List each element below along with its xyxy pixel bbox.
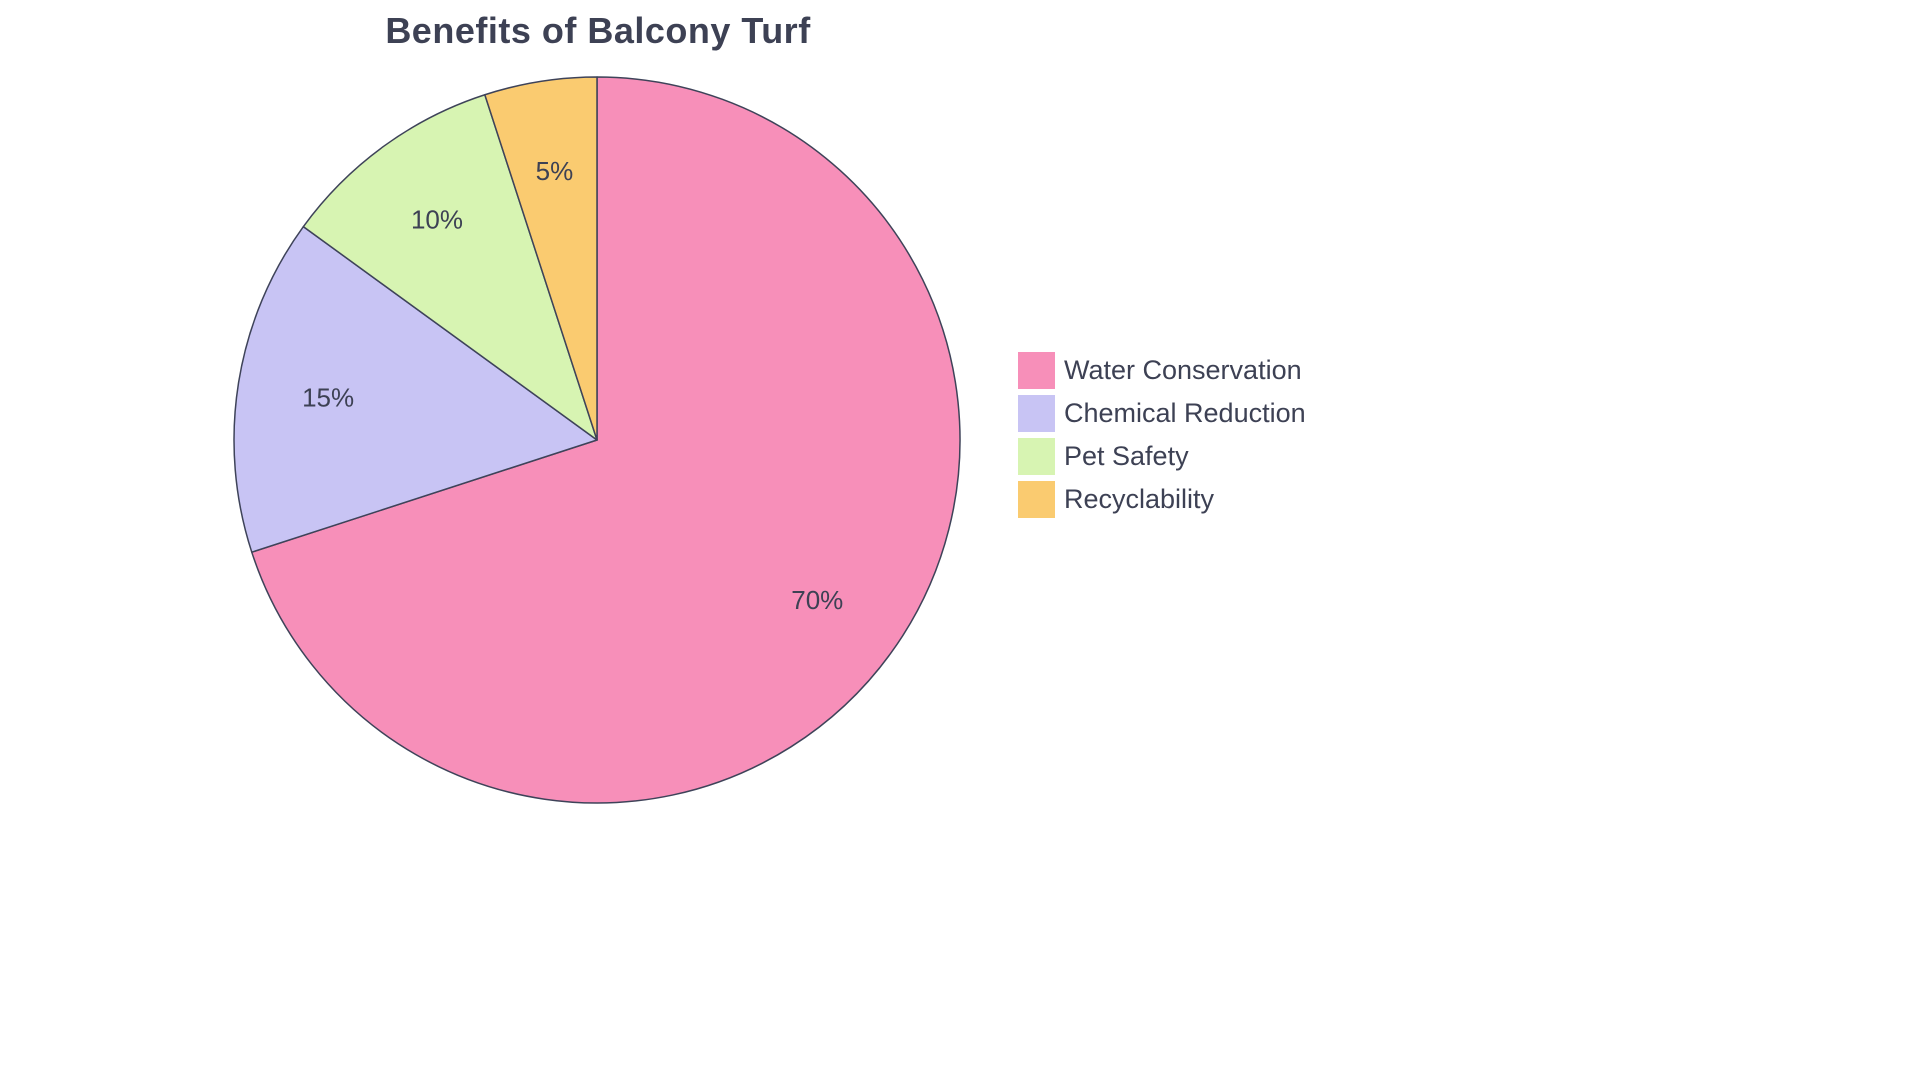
legend-swatch-recyclability xyxy=(1018,481,1055,518)
legend-label-recyclability: Recyclability xyxy=(1064,484,1215,514)
legend-label-water-conservation: Water Conservation xyxy=(1064,355,1302,385)
legend-item-chemical-reduction: Chemical Reduction xyxy=(1018,395,1306,432)
pie-slice-recyclability xyxy=(484,76,598,441)
pie-slice-water-conservation xyxy=(251,76,961,804)
legend-item-water-conservation: Water Conservation xyxy=(1018,352,1306,389)
legend-label-chemical-reduction: Chemical Reduction xyxy=(1064,398,1306,428)
pie-slice-label-chemical-reduction: 15% xyxy=(302,382,354,412)
pie-slice-chemical-reduction xyxy=(233,225,598,553)
pie-slice-pet-safety xyxy=(302,94,598,441)
legend-swatch-water-conservation xyxy=(1018,352,1055,389)
pie-slice-label-recyclability: 5% xyxy=(536,156,574,186)
legend-swatch-chemical-reduction xyxy=(1018,395,1055,432)
legend-item-pet-safety: Pet Safety xyxy=(1018,438,1306,475)
legend-label-pet-safety: Pet Safety xyxy=(1064,441,1189,471)
pie-slice-label-water-conservation: 70% xyxy=(791,585,843,615)
chart-legend: Water Conservation Chemical Reduction Pet … xyxy=(1018,352,1306,524)
legend-item-recyclability: Recyclability xyxy=(1018,481,1306,518)
chart-title: Benefits of Balcony Turf xyxy=(385,10,811,51)
pie-slice-label-pet-safety: 10% xyxy=(411,205,463,235)
legend-swatch-pet-safety xyxy=(1018,438,1055,475)
